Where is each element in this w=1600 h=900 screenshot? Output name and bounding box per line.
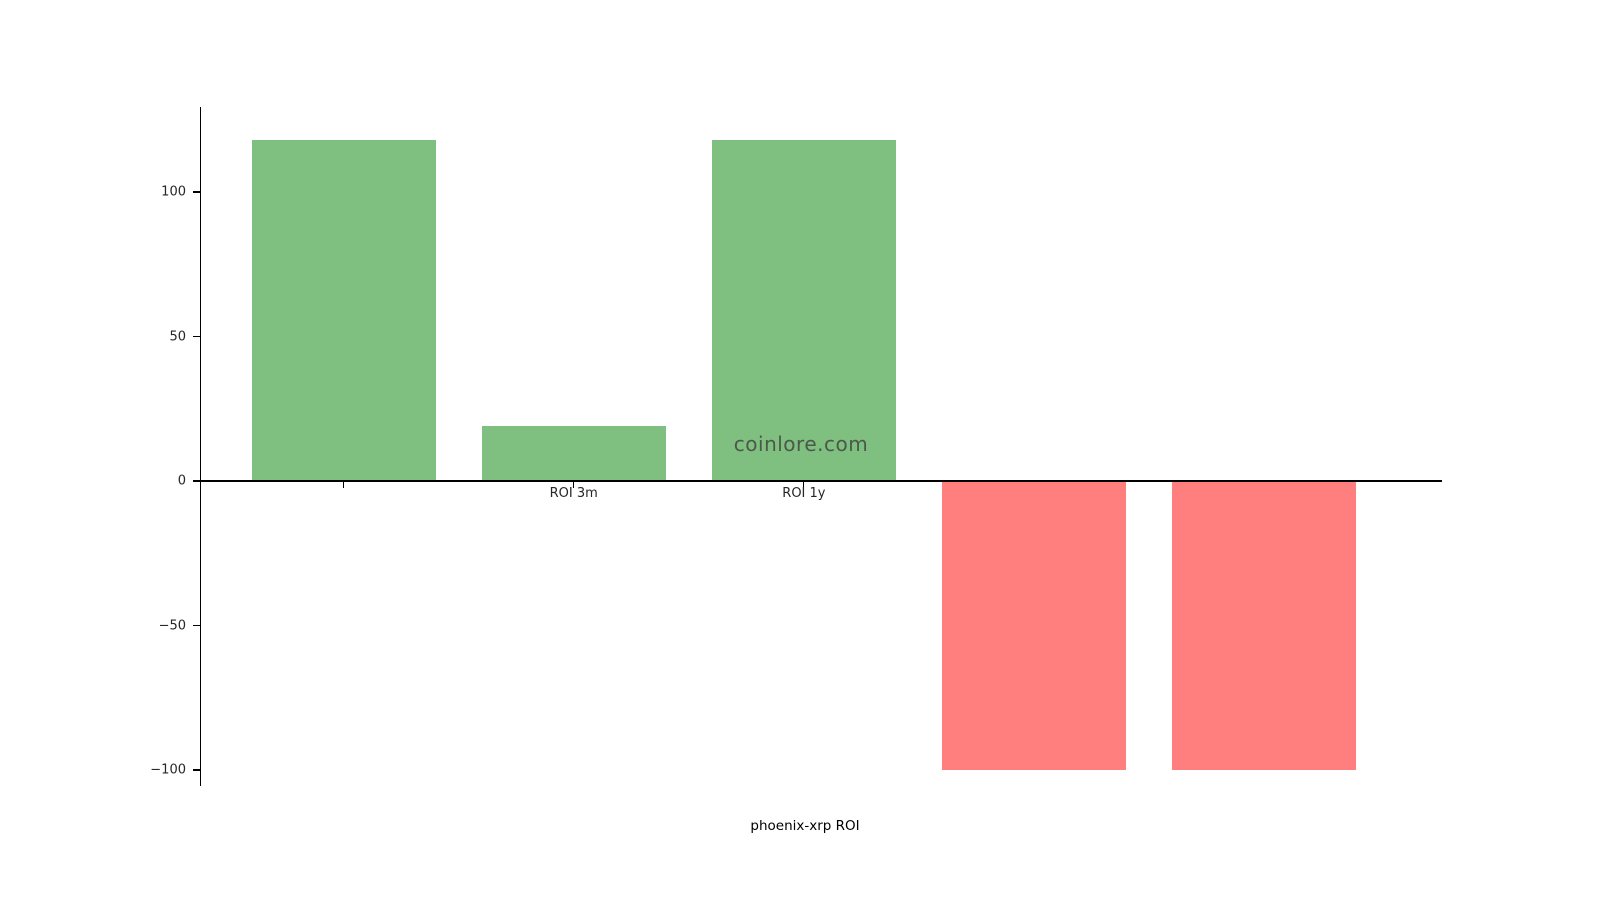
y-tick-label: 0: [177, 473, 186, 489]
bar-ROI 3m: [481, 426, 666, 481]
y-tick-label: 50: [169, 329, 186, 344]
y-axis-line: [200, 107, 202, 786]
y-tick-label: −50: [158, 618, 186, 633]
y-tick-mark: [193, 624, 200, 627]
y-tick-mark: [193, 335, 200, 338]
y-tick-label: 100: [161, 184, 186, 200]
x-tick-mark: [573, 481, 575, 488]
bar-series-0: [251, 139, 436, 481]
y-tick-label: −100: [150, 762, 186, 778]
x-tick-mark: [803, 481, 805, 488]
bar-ROI 1y: [711, 139, 896, 481]
y-tick-mark: [193, 769, 200, 771]
y-tick-mark: [193, 480, 200, 482]
x-axis-line: [200, 480, 1442, 482]
watermark: coinlore.com: [733, 432, 869, 456]
x-tick-label: ROI 3m: [549, 486, 598, 501]
x-axis-title: phoenix-xrp ROI: [750, 818, 860, 834]
x-tick-mark: [342, 481, 345, 488]
y-tick-mark: [193, 191, 200, 193]
x-tick-label: ROI 1y: [782, 486, 826, 501]
bar-series-3: [942, 481, 1127, 770]
bar-series-4: [1172, 481, 1357, 770]
